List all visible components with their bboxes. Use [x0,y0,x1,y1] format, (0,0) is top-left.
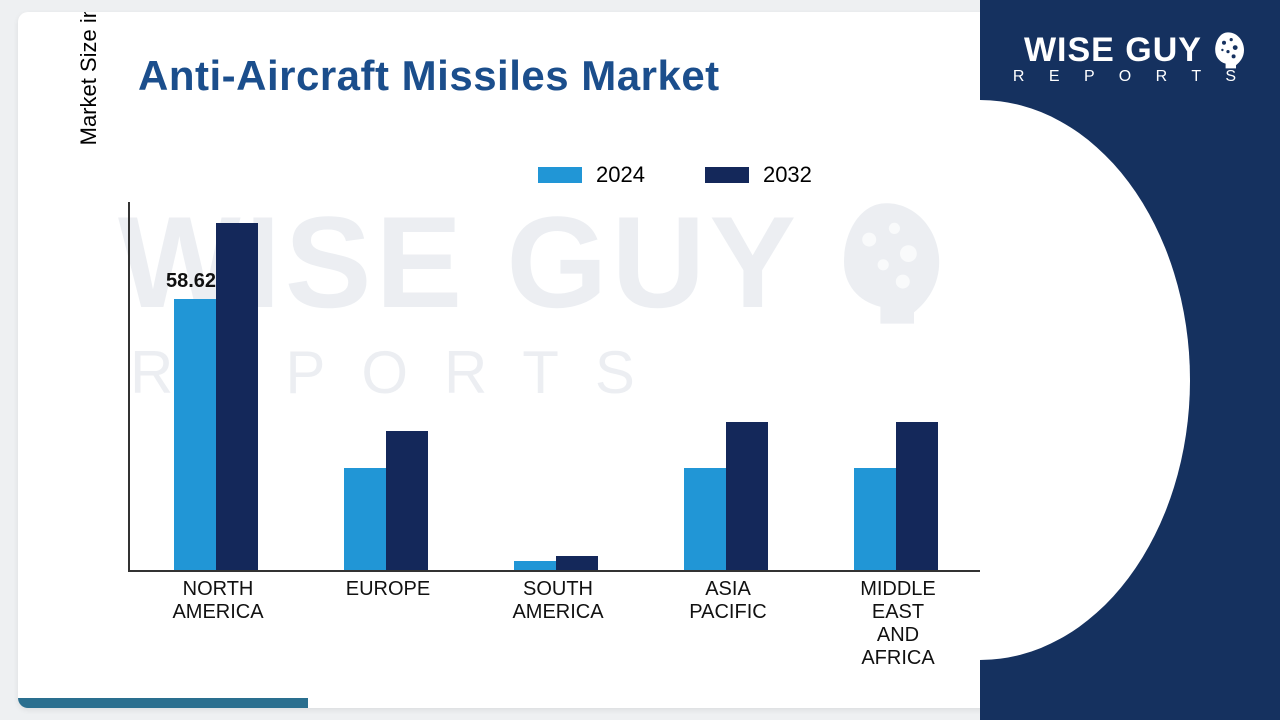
x-axis-label: SOUTH AMERICA [483,578,633,624]
head-icon [1208,30,1248,70]
x-axis-label: EUROPE [313,578,463,601]
bar [896,422,938,570]
legend-label: 2032 [763,162,812,188]
legend-swatch [538,167,582,183]
legend-item: 2024 [538,162,645,188]
bar [556,556,598,570]
y-axis-label: Market Size in USD Billion [76,12,102,202]
logo-line1: WISE GUY [1024,31,1202,70]
bar [216,223,258,570]
panel-background [980,0,1280,720]
bar [684,468,726,570]
bar [344,468,386,570]
x-axis-label: MIDDLE EAST AND AFRICA [823,578,973,670]
legend-swatch [705,167,749,183]
footer-accent-bar [18,698,308,708]
logo-line2: R E P O R T S [1008,68,1246,86]
x-axis-label: ASIA PACIFIC [653,578,803,624]
brand-panel: WISE GUY R E P O R T S [980,0,1280,720]
legend-item: 2032 [705,162,812,188]
chart-title: Anti-Aircraft Missiles Market [138,52,720,100]
bar [514,561,556,570]
chart-card: Anti-Aircraft Missiles Market WISE GUY R… [18,12,1108,708]
x-axis-label: NORTH AMERICA [143,578,293,624]
brand-logo: WISE GUY R E P O R T S [1008,30,1248,86]
bar [854,468,896,570]
bar [726,422,768,570]
bar [386,431,428,570]
bar [174,299,216,570]
bar-value-label: 58.62 [166,270,216,293]
bar-chart: 58.62 NORTH AMERICAEUROPESOUTH AMERICAAS… [128,202,998,572]
plot-area: 58.62 [128,202,998,572]
legend-label: 2024 [596,162,645,188]
chart-legend: 2024 2032 [538,162,812,188]
